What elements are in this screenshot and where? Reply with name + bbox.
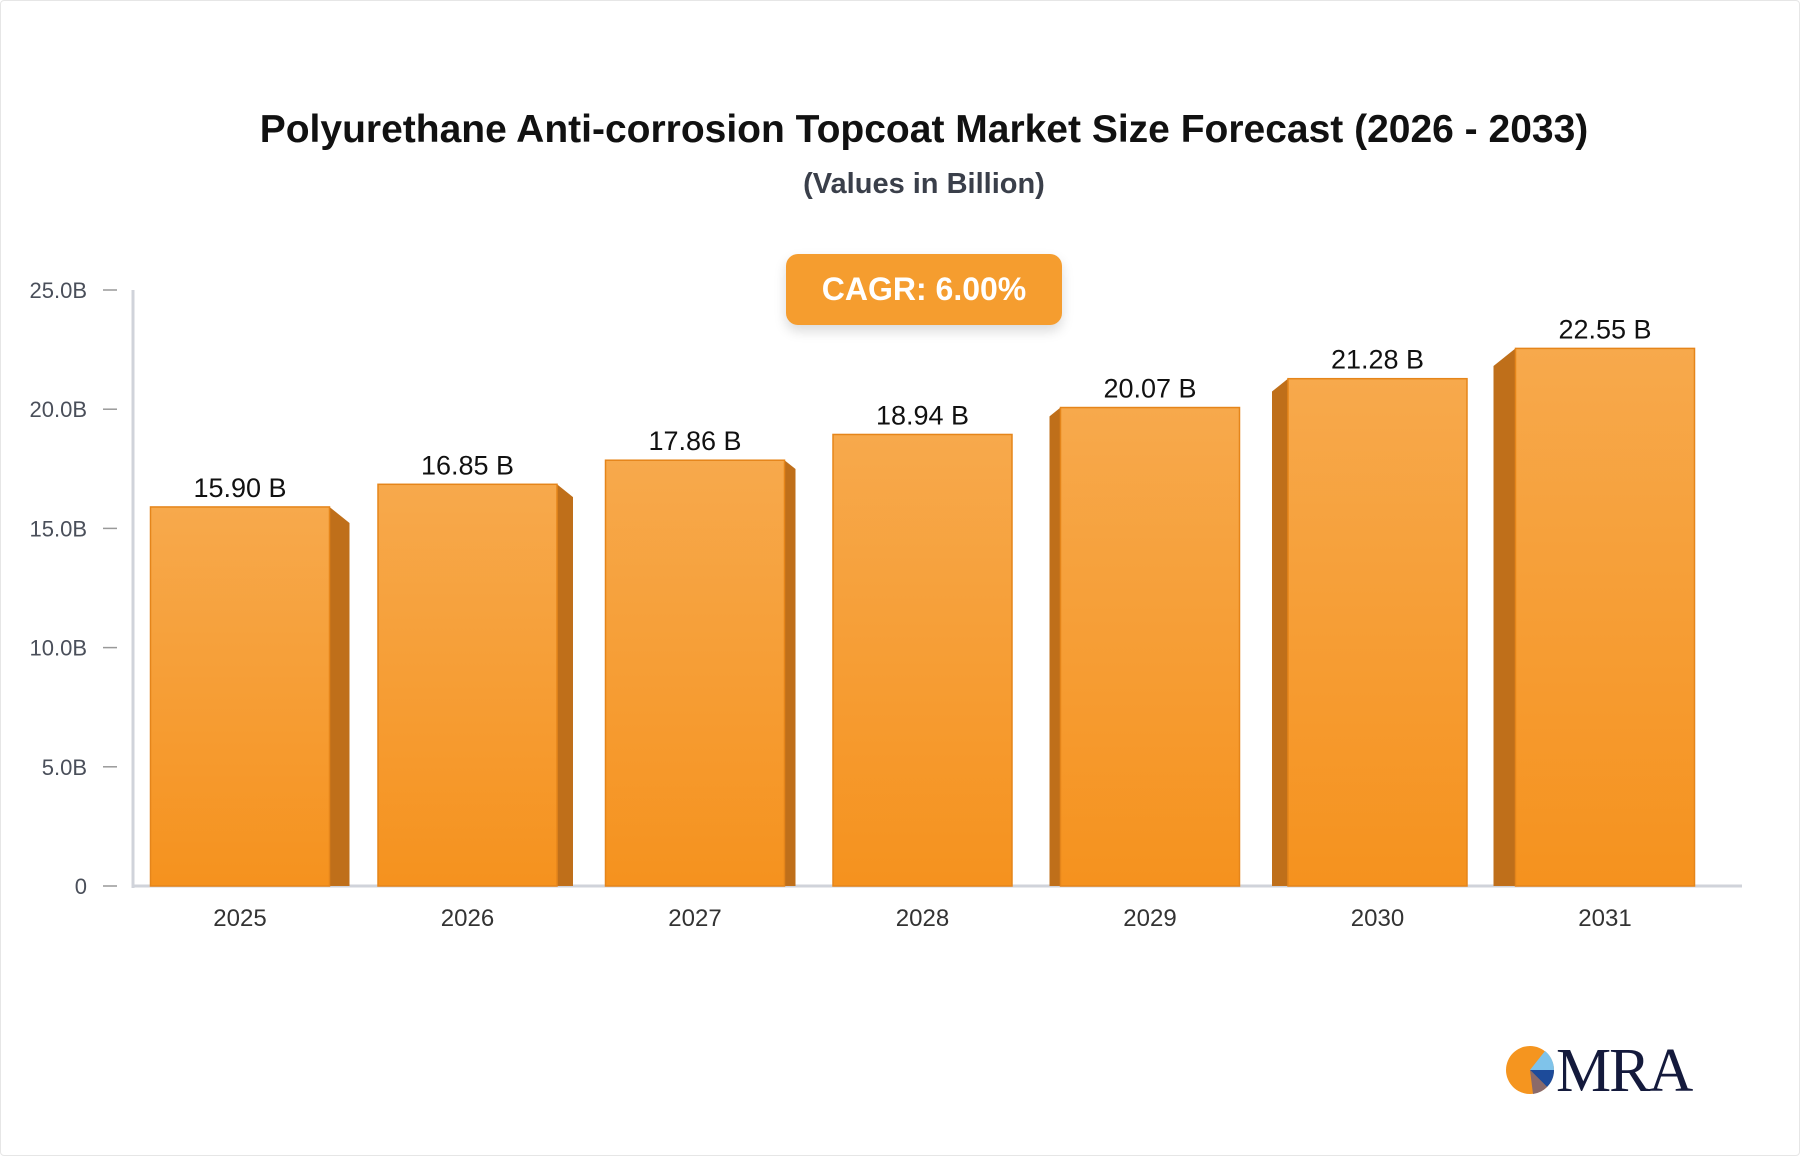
- y-tick-label: 0: [75, 874, 87, 899]
- y-tick-label: 15.0B: [30, 516, 88, 541]
- bar-2025: [149, 506, 331, 887]
- logo-text: MRA: [1556, 1037, 1693, 1105]
- x-tick-label: 2027: [668, 905, 721, 932]
- bar-side: [557, 484, 573, 886]
- bar-2031: [1514, 347, 1696, 887]
- bar-side: [1272, 378, 1288, 886]
- x-tick-label: 2030: [1351, 905, 1404, 932]
- bar-side: [1493, 348, 1516, 887]
- mra-logo: MRA: [1504, 1037, 1704, 1105]
- bar-side: [784, 460, 796, 886]
- x-tick-label: 2026: [441, 905, 494, 932]
- pie-logo-icon: [1506, 1046, 1555, 1094]
- bar-2029: [1059, 406, 1241, 887]
- data-label: 17.86 B: [648, 426, 741, 456]
- bar-side: [329, 506, 350, 886]
- bar-2030: [1287, 377, 1468, 887]
- x-tick-label: 2029: [1123, 905, 1176, 932]
- y-tick-label: 10.0B: [30, 636, 88, 661]
- chart-title: Polyurethane Anti-corrosion Topcoat Mark…: [259, 108, 1589, 151]
- bar-2028: [832, 433, 1013, 887]
- bar-2026: [377, 483, 558, 887]
- cagr-badge: CAGR: 6.00%: [786, 254, 1062, 325]
- y-tick-label: 25.0B: [30, 278, 88, 303]
- x-tick-label: 2025: [213, 905, 266, 932]
- data-label: 16.85 B: [421, 450, 514, 480]
- x-tick-label: 2028: [896, 905, 949, 932]
- data-label: 22.55 B: [1558, 314, 1651, 344]
- y-tick-label: 5.0B: [42, 755, 87, 780]
- y-tick-label: 20.0B: [30, 397, 88, 422]
- data-label: 20.07 B: [1103, 374, 1196, 404]
- bar-side: [1049, 407, 1061, 886]
- bar-2027: [604, 459, 786, 887]
- x-tick-label: 2031: [1578, 905, 1631, 932]
- data-label: 15.90 B: [193, 473, 286, 503]
- data-label: 18.94 B: [876, 400, 969, 430]
- chart-subtitle: (Values in Billion): [803, 168, 1045, 200]
- data-label: 21.28 B: [1331, 345, 1424, 375]
